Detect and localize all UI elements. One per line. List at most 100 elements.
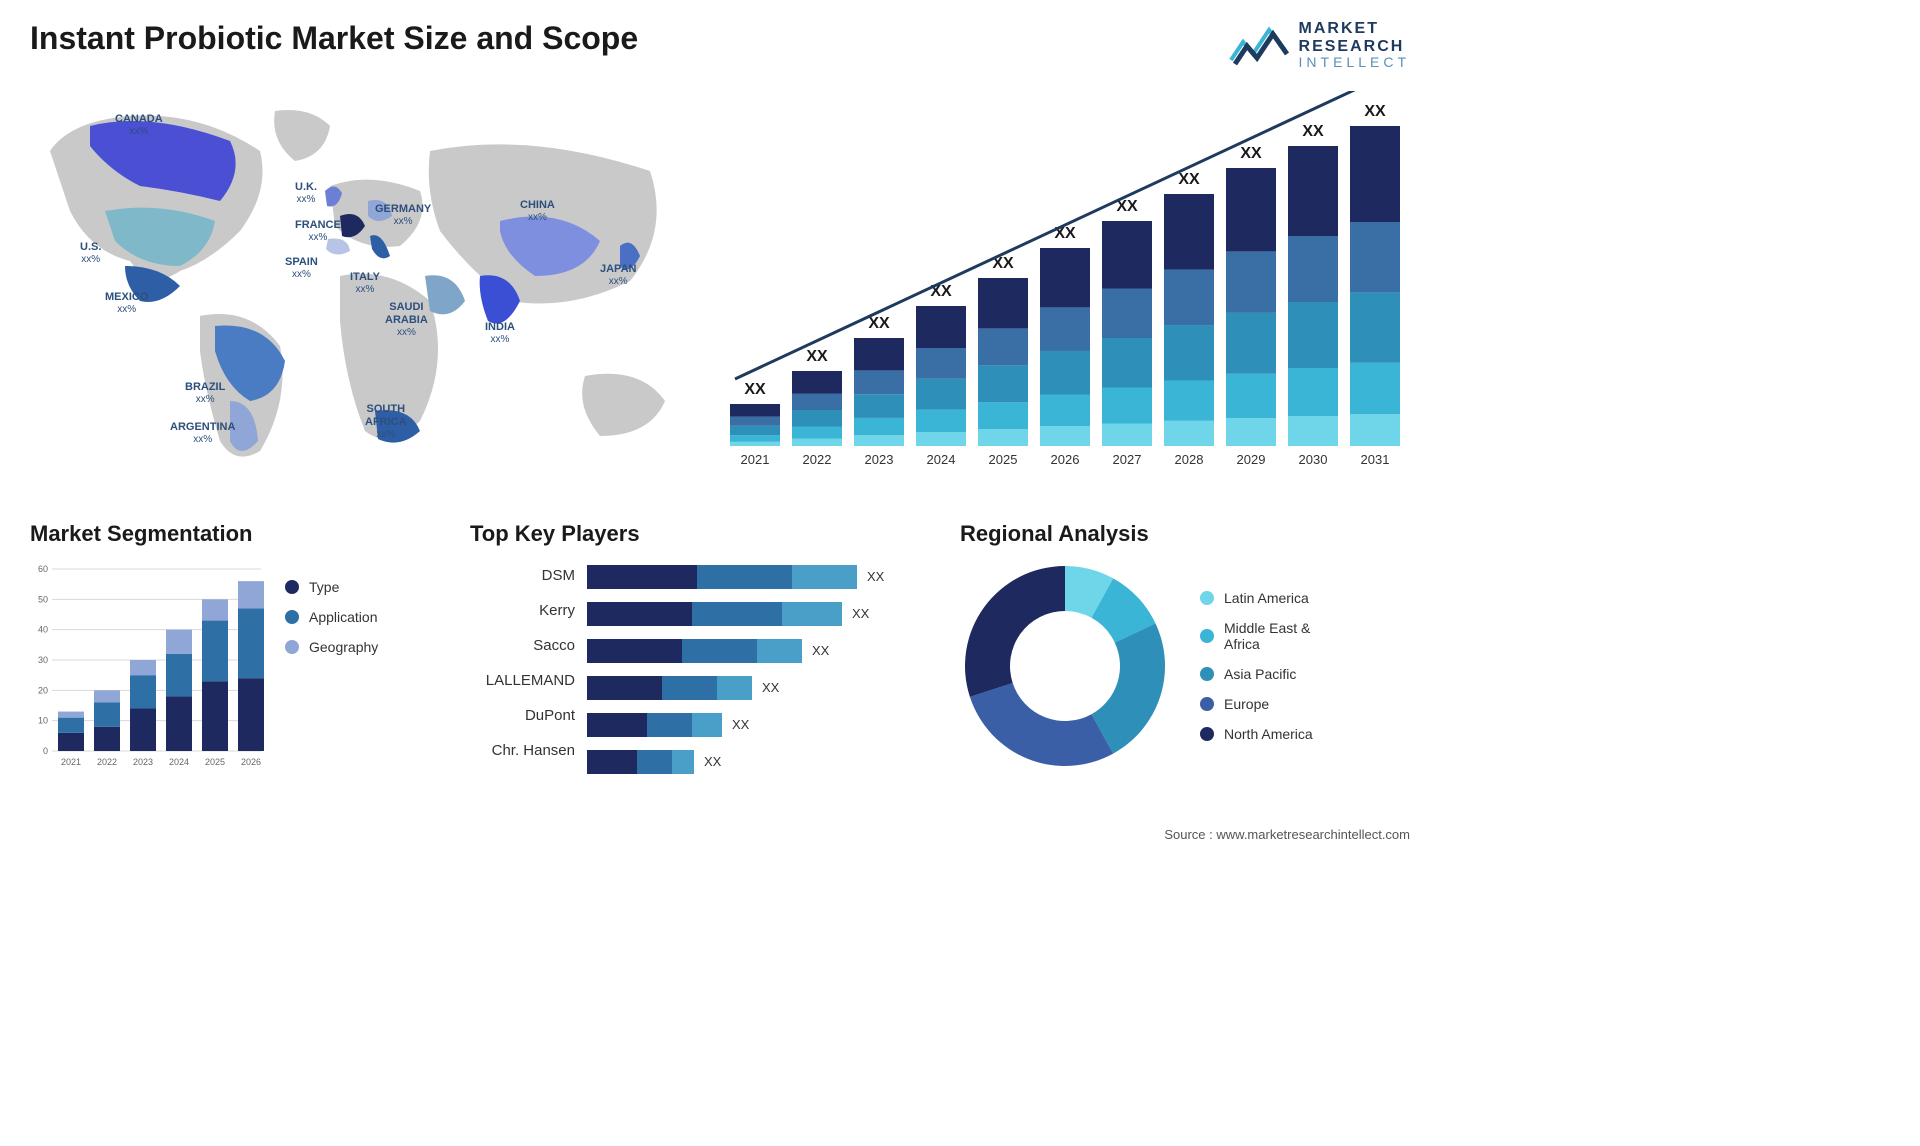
player-row: XX bbox=[587, 676, 930, 700]
legend-swatch bbox=[1200, 697, 1214, 711]
legend-swatch bbox=[1200, 667, 1214, 681]
player-name: Chr. Hansen bbox=[492, 742, 575, 759]
legend-swatch bbox=[1200, 591, 1214, 605]
legend-item: Geography bbox=[285, 639, 378, 655]
map-label: MEXICOxx% bbox=[105, 291, 148, 316]
map-label: GERMANYxx% bbox=[375, 203, 431, 228]
svg-text:30: 30 bbox=[38, 655, 48, 665]
svg-text:20: 20 bbox=[38, 685, 48, 695]
player-bars: XXXXXXXXXXXX bbox=[587, 561, 930, 774]
legend-label: Latin America bbox=[1224, 590, 1309, 606]
player-bar-segment bbox=[792, 565, 857, 589]
brand-logo: MARKET RESEARCH INTELLECT bbox=[1229, 20, 1410, 71]
svg-text:50: 50 bbox=[38, 594, 48, 604]
legend-item: Latin America bbox=[1200, 590, 1313, 606]
segmentation-title: Market Segmentation bbox=[30, 521, 440, 547]
player-bar-segment bbox=[662, 676, 717, 700]
player-bar-segment bbox=[697, 565, 792, 589]
player-bar-segment bbox=[587, 639, 682, 663]
player-name: Sacco bbox=[533, 637, 575, 654]
svg-text:2028: 2028 bbox=[1175, 452, 1204, 467]
regional-donut bbox=[960, 561, 1170, 771]
legend-item: Middle East &Africa bbox=[1200, 620, 1313, 652]
legend-label: North America bbox=[1224, 726, 1313, 742]
svg-text:2026: 2026 bbox=[241, 757, 261, 767]
svg-text:XX: XX bbox=[868, 315, 890, 332]
player-bar-segment bbox=[647, 713, 692, 737]
legend-label: Geography bbox=[309, 639, 378, 655]
player-bar bbox=[587, 602, 842, 626]
regional-title: Regional Analysis bbox=[960, 521, 1410, 547]
source-text: Source : www.marketresearchintellect.com bbox=[1164, 827, 1410, 842]
legend-label: Type bbox=[309, 579, 339, 595]
player-bar bbox=[587, 676, 752, 700]
svg-text:40: 40 bbox=[38, 624, 48, 634]
world-map-panel: CANADAxx%U.S.xx%MEXICOxx%BRAZILxx%ARGENT… bbox=[30, 91, 690, 491]
map-label: SAUDIARABIAxx% bbox=[385, 301, 428, 339]
map-label: CANADAxx% bbox=[115, 113, 163, 138]
map-label: FRANCExx% bbox=[295, 219, 341, 244]
page-title: Instant Probiotic Market Size and Scope bbox=[30, 20, 638, 57]
player-bar-segment bbox=[587, 565, 697, 589]
svg-text:XX: XX bbox=[1364, 103, 1386, 120]
bottom-row: Market Segmentation 01020304050602021202… bbox=[30, 521, 1410, 774]
map-label: INDIAxx% bbox=[485, 321, 515, 346]
map-label: JAPANxx% bbox=[600, 263, 636, 288]
player-bar bbox=[587, 713, 722, 737]
player-bar bbox=[587, 750, 694, 774]
svg-text:XX: XX bbox=[744, 381, 766, 398]
svg-text:2025: 2025 bbox=[205, 757, 225, 767]
player-bar bbox=[587, 565, 857, 589]
player-name: LALLEMAND bbox=[486, 672, 575, 689]
svg-text:2024: 2024 bbox=[169, 757, 189, 767]
player-bar-segment bbox=[587, 713, 647, 737]
svg-text:2023: 2023 bbox=[133, 757, 153, 767]
svg-text:XX: XX bbox=[1178, 171, 1200, 188]
svg-text:2026: 2026 bbox=[1051, 452, 1080, 467]
legend-swatch bbox=[1200, 727, 1214, 741]
svg-text:2027: 2027 bbox=[1113, 452, 1142, 467]
player-labels: DSMKerrySaccoLALLEMANDDuPontChr. Hansen bbox=[470, 561, 575, 774]
player-bar-segment bbox=[782, 602, 842, 626]
player-row: XX bbox=[587, 565, 930, 589]
segmentation-legend: Type Application Geography bbox=[285, 561, 378, 771]
player-bar-segment bbox=[587, 750, 637, 774]
player-name: DuPont bbox=[525, 707, 575, 724]
player-bar-segment bbox=[717, 676, 752, 700]
segmentation-panel: Market Segmentation 01020304050602021202… bbox=[30, 521, 440, 774]
svg-text:2021: 2021 bbox=[61, 757, 81, 767]
map-label: ITALYxx% bbox=[350, 271, 380, 296]
player-bar-segment bbox=[682, 639, 757, 663]
svg-text:2029: 2029 bbox=[1237, 452, 1266, 467]
svg-text:XX: XX bbox=[1240, 145, 1262, 162]
legend-label: Middle East &Africa bbox=[1224, 620, 1310, 652]
legend-label: Application bbox=[309, 609, 378, 625]
legend-item: Asia Pacific bbox=[1200, 666, 1313, 682]
regional-panel: Regional Analysis Latin America Middle Ea… bbox=[960, 521, 1410, 774]
map-label: ARGENTINAxx% bbox=[170, 421, 235, 446]
svg-text:2022: 2022 bbox=[97, 757, 117, 767]
players-panel: Top Key Players DSMKerrySaccoLALLEMANDDu… bbox=[470, 521, 930, 774]
legend-item: Type bbox=[285, 579, 378, 595]
player-bar-segment bbox=[757, 639, 802, 663]
svg-text:2031: 2031 bbox=[1361, 452, 1390, 467]
svg-text:2021: 2021 bbox=[741, 452, 770, 467]
player-value: XX bbox=[732, 717, 749, 732]
trend-chart-panel: XX2021XX2022XX2023XX2024XX2025XX2026XX20… bbox=[720, 91, 1410, 491]
legend-swatch bbox=[285, 640, 299, 654]
player-value: XX bbox=[852, 606, 869, 621]
legend-swatch bbox=[1200, 629, 1214, 643]
map-label: SPAINxx% bbox=[285, 256, 318, 281]
svg-text:10: 10 bbox=[38, 715, 48, 725]
map-label: CHINAxx% bbox=[520, 199, 555, 224]
player-value: XX bbox=[762, 680, 779, 695]
legend-item: Application bbox=[285, 609, 378, 625]
svg-text:2024: 2024 bbox=[927, 452, 956, 467]
svg-text:XX: XX bbox=[1302, 123, 1324, 140]
player-bar-segment bbox=[692, 713, 722, 737]
player-row: XX bbox=[587, 750, 930, 774]
svg-text:2030: 2030 bbox=[1299, 452, 1328, 467]
svg-text:60: 60 bbox=[38, 564, 48, 574]
header: Instant Probiotic Market Size and Scope … bbox=[30, 20, 1410, 71]
svg-text:2022: 2022 bbox=[803, 452, 832, 467]
